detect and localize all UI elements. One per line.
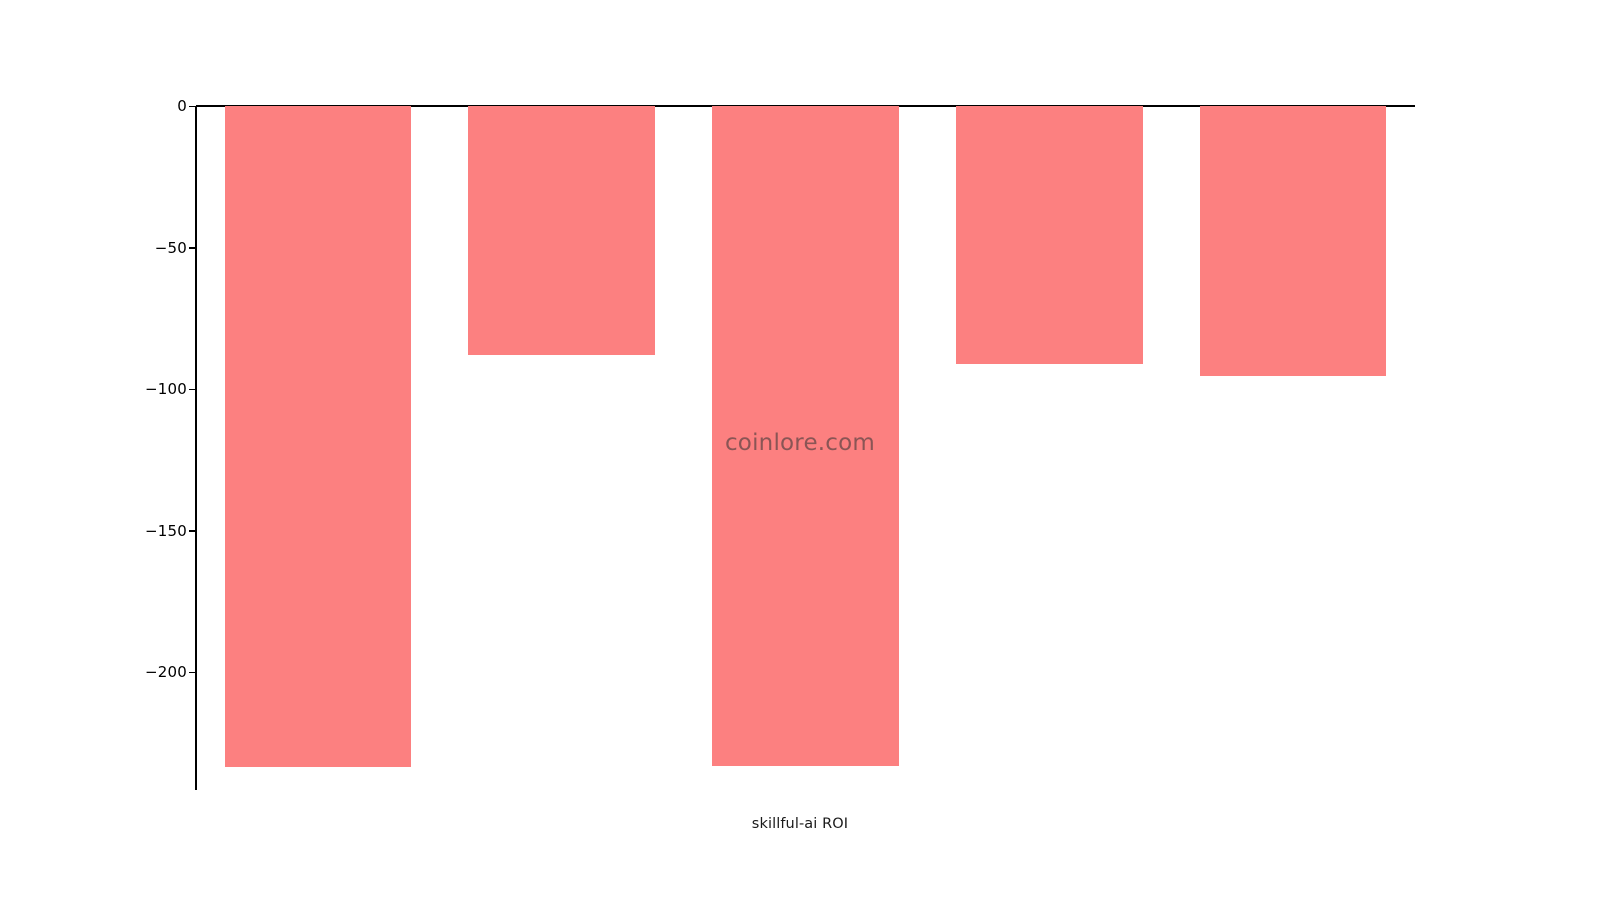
bar-3	[712, 106, 899, 766]
y-axis-tick-mark	[189, 530, 196, 532]
y-axis-tick-label: −200	[145, 663, 187, 682]
y-axis-tick-mark	[189, 388, 196, 391]
bar-1	[224, 106, 412, 768]
y-axis-tick-label: −150	[145, 521, 187, 540]
y-axis-spine	[195, 106, 197, 790]
bar-2	[468, 106, 655, 356]
y-axis-tick-mark	[189, 671, 196, 674]
y-axis-tick-label: −100	[145, 380, 187, 399]
y-axis-tick-mark	[189, 247, 196, 249]
y-axis-tick-label: −50	[154, 238, 187, 257]
bar-4	[956, 106, 1143, 364]
y-axis-tick-label: 0	[177, 97, 187, 115]
plot-area	[196, 106, 1415, 790]
x-axis-label: skillful-ai ROI	[751, 816, 849, 832]
bar-5	[1199, 106, 1387, 377]
y-axis-tick-mark	[189, 105, 196, 107]
